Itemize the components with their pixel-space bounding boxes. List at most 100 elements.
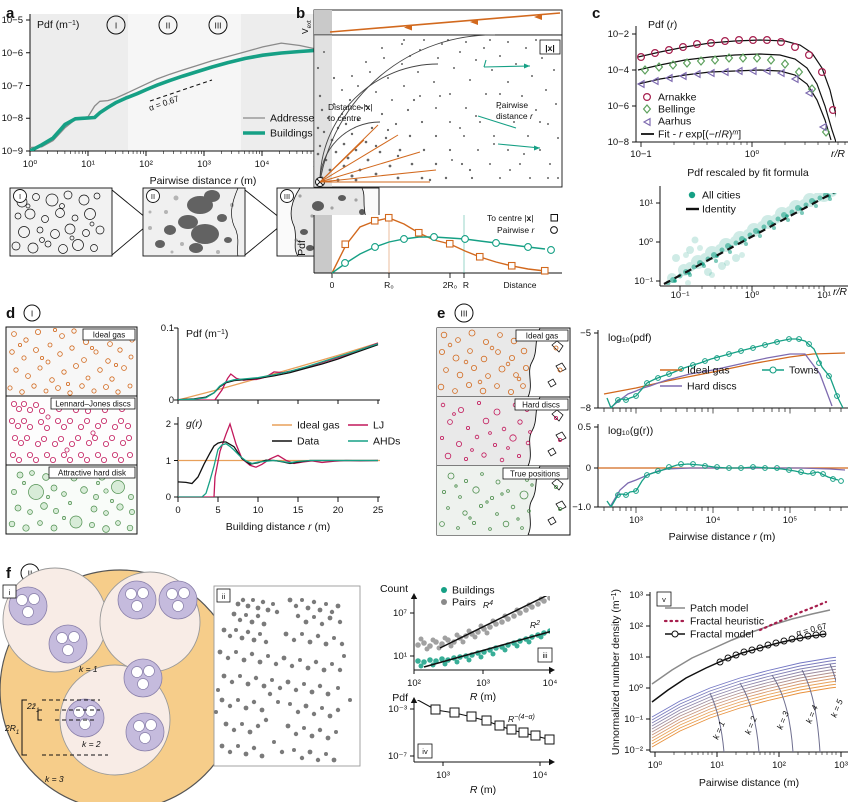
- f-iii-annot-R2: R2: [530, 620, 540, 631]
- f-v-k1-curve: [709, 692, 725, 752]
- f-v-klabel-1: k = 1: [711, 719, 727, 740]
- b-legend-pairwise: Pairwise r: [497, 225, 535, 235]
- panel-e-letter: e: [437, 305, 445, 322]
- f-iii-legend-buildings: Buildings: [452, 585, 495, 597]
- f-brackets: [21, 699, 108, 756]
- e-top-ytick-0: −5: [580, 328, 591, 339]
- d-bot-ytick-0: 2: [166, 419, 171, 430]
- a-regime-I: I: [115, 21, 117, 31]
- d-top-ytick-max: 0.1: [161, 323, 174, 334]
- c-ytick-0: 10−2: [608, 29, 629, 40]
- a-xtick-3: 10³: [197, 159, 211, 170]
- f-label-box-iii: iii: [537, 647, 553, 663]
- f-v-fractal-heuristic: [758, 600, 828, 632]
- a-ytick-0: 10−5: [2, 15, 23, 26]
- panel-a-xlabel: Pairwise distance r (m): [150, 175, 257, 187]
- f-iii-xlabel: R (m): [470, 691, 496, 703]
- f-label-box-iv: iv: [417, 743, 433, 759]
- c-legend-marker-aarhus: [642, 117, 651, 127]
- f-v-k5-curve: [829, 663, 836, 684]
- f-v-legend-heuristic: Fractal heuristic: [690, 616, 764, 628]
- b-vext-line: [329, 12, 561, 33]
- a-xtick-2: 10²: [139, 159, 153, 170]
- b-scatter-box: [313, 34, 563, 188]
- panel-e-top-legend: Ideal gas Hard discs Towns: [660, 365, 819, 393]
- b-markers-pairwise: [341, 233, 555, 267]
- f-v-xticklabels: 10⁰ 10¹ 10² 10³: [648, 760, 848, 771]
- panel-e: e III Ideal gas: [436, 303, 848, 543]
- panel-d: d I Ideal gas: [5, 304, 400, 535]
- c-fit-bellinge: [637, 53, 836, 142]
- e-xtick-1: 10⁴: [706, 515, 721, 526]
- svg-text:|x|: |x|: [545, 43, 554, 53]
- f-v-ytick-0: 10³: [629, 590, 643, 601]
- c-sub-legend-identity: Identity: [702, 204, 737, 216]
- panel-b-letter: b: [296, 5, 305, 22]
- panel-c: c 10−2 10−4 10−6 10−8 10−1 10⁰ r/R: [592, 5, 848, 301]
- a-inset-III-label: III: [284, 192, 290, 201]
- e-bot-ytick-1: 0: [586, 463, 591, 474]
- f-iv-ytick-1: 10⁻⁷: [388, 751, 408, 762]
- e-xtick-2: 10⁵: [783, 515, 798, 526]
- panel-a-regime-markers: I II III: [106, 15, 228, 35]
- e-label-box-ideal-gas: Ideal gas: [515, 329, 569, 342]
- b-xtick-2R0: 2R₀: [443, 280, 458, 290]
- b-xtick-0: 0: [330, 280, 335, 290]
- f-v-fractal-model: [651, 633, 827, 703]
- f-v-legend-patch: Patch model: [690, 603, 748, 615]
- c-ytick-2: 10−6: [608, 101, 629, 112]
- e-legend-idealgas: Ideal gas: [687, 365, 730, 377]
- a-inset-I-label: I: [19, 192, 21, 201]
- e-particles-true: [439, 472, 563, 531]
- c-ylabel: Pdf (r): [648, 19, 677, 31]
- b-arc-outer2: [319, 34, 496, 183]
- f-iii-xtick-1: 10³: [476, 678, 490, 689]
- c-legend-aarhus: Aarhus: [658, 116, 691, 128]
- a-ytick-2: 10−7: [2, 81, 23, 92]
- b-pdf-xlabel: Distance: [503, 280, 536, 290]
- e-particles-ideal-gas: [437, 329, 563, 395]
- b-pdf-ylabel: Pdf: [296, 240, 308, 256]
- f-iii-points: [415, 596, 550, 669]
- d-top-xticks: [177, 400, 379, 404]
- c-sub-ytick-0: 10¹: [639, 198, 653, 209]
- a-ytick-4: 10−9: [2, 146, 23, 157]
- f-v-klabel-5: k = 5: [829, 697, 845, 718]
- f-v-k-family: [651, 656, 836, 748]
- e-xtick-0: 10³: [629, 515, 643, 526]
- b-pdf-xticks: [331, 273, 465, 278]
- c-sub-xtick-2: 10¹: [817, 290, 831, 301]
- f-i-diagram: 2R1 2z̄1 k = 1 k = 2 k = 3 i: [0, 567, 241, 802]
- e-bot-ytick-0: 0.5: [578, 422, 591, 433]
- f-iv-chart: Pdf 10⁻³ 10⁻⁷ 10³ 10⁴ R (m) R−(4: [388, 692, 555, 796]
- c-sub-scatter: [663, 193, 837, 285]
- e-top-xticks: [603, 408, 842, 414]
- e-bot-xticks: [603, 507, 842, 513]
- panel-d-letter: d: [6, 305, 15, 322]
- e-bot-towns-markers: [615, 461, 844, 498]
- svg-text:Hard discs: Hard discs: [522, 401, 560, 410]
- svg-text:True positions: True positions: [510, 470, 560, 479]
- panel-c-legend: Arnakke Bellinge Aarhus Fit - r exp[(−r/…: [641, 92, 741, 141]
- f-v-ylabel: Unnormalized number density (m−1): [610, 589, 622, 755]
- f-iii-trend-R4: [439, 596, 548, 649]
- f-v-xlabel: Pairwise distance (m): [699, 777, 799, 789]
- b-arc-inner: [319, 121, 381, 183]
- c-xticks: [640, 142, 753, 147]
- d-xtick-3: 15: [293, 505, 304, 516]
- c-sub-xticks: [679, 286, 825, 291]
- f-label-k3: k = 3: [45, 774, 64, 784]
- e-label-box-hard-discs: Hard discs: [514, 398, 569, 411]
- e-legend-harddiscs: Hard discs: [687, 381, 737, 393]
- f-v-chart: 10³ 10² 10¹ 10⁰ 10⁻¹ 10⁻² Unnormalized n…: [610, 589, 848, 789]
- panel-c-sub-legend: All cities Identity: [686, 190, 741, 216]
- a-regime-III: III: [214, 21, 221, 31]
- c-sub-ytick-2: 10⁻¹: [634, 276, 653, 287]
- b-vext-label: Vext: [300, 20, 313, 34]
- d-regime: I: [31, 309, 33, 319]
- d-top-ylabel: Pdf (m−1): [186, 328, 228, 340]
- b-markers-to-centre: [341, 213, 549, 275]
- e-label-box-true: True positions: [502, 467, 569, 480]
- c-ytick-3: 10−8: [608, 137, 629, 148]
- f-v-klabel-4: k = 4: [804, 703, 820, 724]
